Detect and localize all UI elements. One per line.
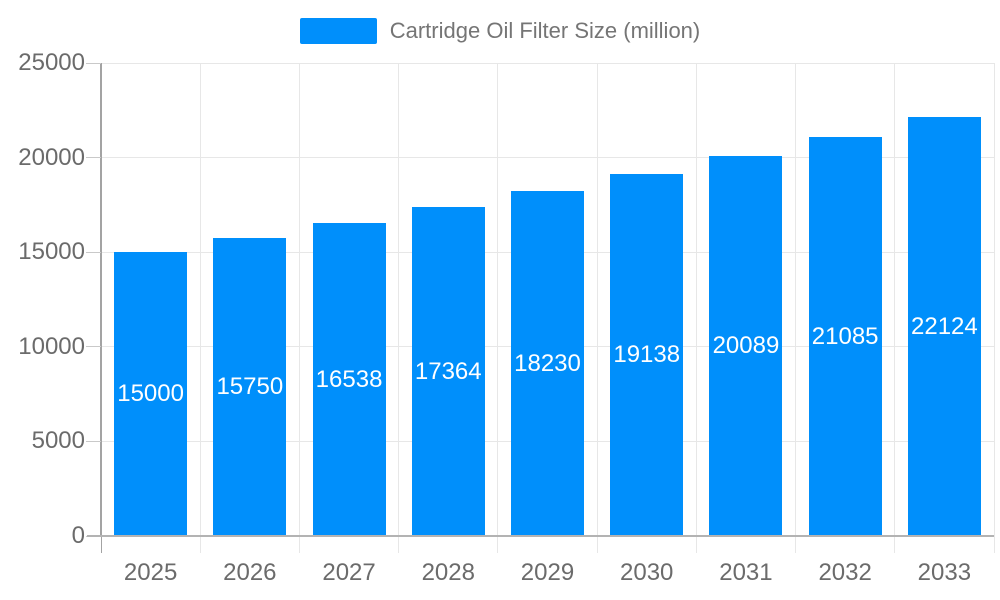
- bar-value-label: 17364: [414, 357, 482, 385]
- y-axis-line: [100, 63, 102, 536]
- bar-2031[interactable]: 20089: [709, 155, 783, 536]
- y-gridline: [101, 157, 994, 159]
- x-gridline: [993, 63, 995, 536]
- x-tick-mark: [993, 536, 995, 553]
- bar-2025[interactable]: 15000: [114, 252, 188, 536]
- y-axis-tick-label: 0: [71, 522, 85, 549]
- x-tick-mark: [100, 536, 102, 553]
- y-axis-tick-label: 5000: [31, 427, 85, 455]
- x-tick-mark: [199, 536, 201, 553]
- x-axis-tick-label: 2031: [719, 559, 773, 586]
- x-axis-tick-label: 2033: [917, 559, 972, 586]
- y-tick-mark: [86, 251, 101, 253]
- bar-value-label: 22124: [911, 312, 978, 340]
- x-gridline: [199, 63, 201, 536]
- legend-swatch-icon: [299, 18, 377, 44]
- x-gridline: [497, 63, 499, 536]
- bar-value-label: 15000: [117, 380, 184, 408]
- x-axis-tick-label: 2027: [322, 559, 376, 586]
- bar-2030[interactable]: 19138: [610, 173, 684, 536]
- x-gridline: [795, 63, 797, 536]
- x-axis-tick-label: 2030: [620, 559, 674, 586]
- x-gridline: [695, 63, 697, 536]
- bar-2026[interactable]: 15750: [213, 238, 287, 536]
- bar-2032[interactable]: 21085: [808, 137, 882, 536]
- bar-value-label: 16538: [315, 365, 383, 393]
- x-tick-mark: [497, 536, 499, 553]
- x-gridline: [894, 63, 896, 536]
- x-tick-mark: [695, 536, 697, 553]
- bar-2029[interactable]: 18230: [511, 191, 584, 536]
- bar-value-label: 15750: [216, 373, 284, 400]
- y-axis-tick-label: 25000: [18, 49, 85, 76]
- x-tick-mark: [398, 536, 400, 553]
- x-axis-tick-label: 2028: [421, 559, 475, 586]
- bar-2033[interactable]: 22124: [907, 117, 981, 536]
- y-tick-mark: [86, 440, 101, 442]
- x-axis-tick-label: 2026: [223, 559, 277, 586]
- y-tick-mark: [86, 157, 101, 159]
- x-axis-line: [87, 535, 994, 537]
- legend-label: Cartridge Oil Filter Size (million): [389, 18, 701, 43]
- bar-2028[interactable]: 17364: [411, 207, 485, 536]
- x-tick-mark: [795, 536, 797, 553]
- x-gridline: [596, 63, 598, 536]
- bar-value-label: 21085: [811, 322, 879, 350]
- x-gridline: [398, 63, 400, 536]
- x-tick-mark: [894, 536, 896, 553]
- y-tick-mark: [86, 346, 101, 348]
- bar-2027[interactable]: 16538: [312, 223, 386, 536]
- y-axis-tick-label: 15000: [18, 238, 85, 266]
- plot-area: 15000 15750 16538 17364 18230 19138 20089 21085…: [100, 62, 995, 536]
- bar-value-label: 18230: [514, 349, 581, 377]
- bar-value-label: 19138: [613, 340, 681, 368]
- y-tick-mark: [86, 62, 101, 64]
- x-tick-mark: [596, 536, 598, 553]
- x-gridline: [298, 63, 300, 536]
- x-tick-mark: [298, 536, 300, 553]
- bar-value-label: 20089: [712, 331, 780, 359]
- x-axis-tick-label: 2025: [123, 559, 178, 586]
- y-gridline: [101, 62, 994, 64]
- x-axis-tick-label: 2029: [520, 559, 575, 586]
- x-axis-tick-label: 2032: [818, 559, 872, 586]
- legend-item-cartridge-oil-filter-size[interactable]: Cartridge Oil Filter Size (million): [299, 18, 701, 44]
- y-axis-tick-label: 20000: [18, 143, 85, 171]
- y-axis-tick-label: 10000: [18, 332, 85, 360]
- chart-legend: Cartridge Oil Filter Size (million): [0, 18, 1000, 44]
